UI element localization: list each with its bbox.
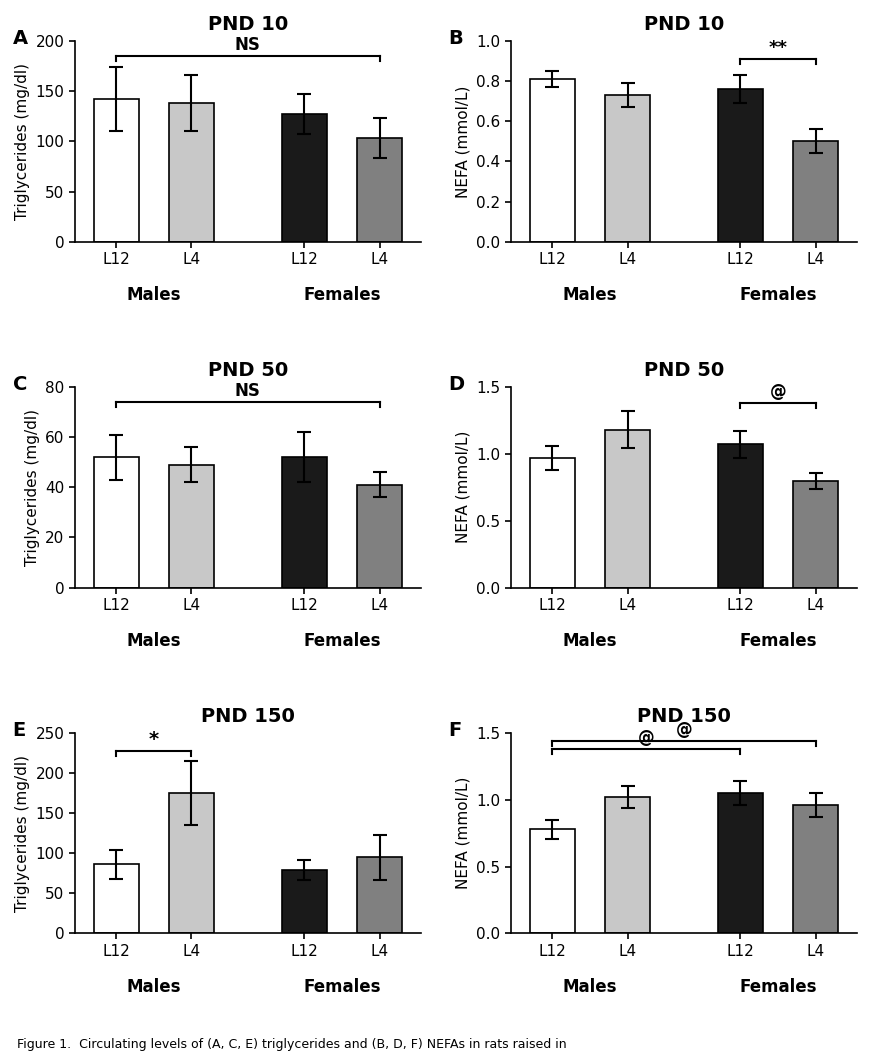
Text: Males: Males [562,978,617,996]
Bar [357,138,402,242]
Bar [529,79,575,242]
Bar [93,865,139,934]
Text: Females: Females [739,631,817,649]
Bar [282,457,327,587]
Y-axis label: NEFA (mmol/L): NEFA (mmol/L) [456,431,471,544]
Bar [357,857,402,934]
Title: PND 10: PND 10 [208,15,288,34]
Bar [282,870,327,934]
Text: Females: Females [303,631,381,649]
Text: Females: Females [303,978,381,996]
Text: @: @ [638,729,655,747]
Bar [605,797,651,934]
Bar [357,485,402,587]
Text: A: A [12,30,28,49]
Text: B: B [448,30,463,49]
Text: D: D [448,375,465,394]
Y-axis label: Triglycerides (mg/dl): Triglycerides (mg/dl) [15,755,30,911]
Y-axis label: Triglycerides (mg/dl): Triglycerides (mg/dl) [15,63,30,220]
Bar [169,465,214,587]
Bar [93,99,139,242]
Text: E: E [12,721,26,740]
Text: F: F [448,721,462,740]
Text: Males: Males [562,286,617,304]
Text: NS: NS [235,382,261,400]
Bar [282,114,327,242]
Y-axis label: NEFA (mmol/L): NEFA (mmol/L) [456,86,471,197]
Title: PND 150: PND 150 [637,706,731,725]
Text: Females: Females [303,286,381,304]
Y-axis label: Triglycerides (mg/dl): Triglycerides (mg/dl) [24,409,39,566]
Text: Males: Males [126,978,181,996]
Bar [718,445,763,587]
Bar [793,805,838,934]
Bar [169,793,214,934]
Bar [605,95,651,242]
Bar [169,103,214,242]
Text: **: ** [768,39,787,57]
Bar [718,793,763,934]
Text: Males: Males [126,631,181,649]
Title: PND 50: PND 50 [208,361,288,380]
Bar [529,829,575,934]
Bar [793,480,838,587]
Text: *: * [149,730,159,749]
Bar [605,430,651,587]
Y-axis label: NEFA (mmol/L): NEFA (mmol/L) [456,777,471,889]
Bar [793,142,838,242]
Text: @: @ [676,721,692,739]
Text: NS: NS [235,36,261,54]
Text: Females: Females [739,978,817,996]
Bar [529,458,575,587]
Title: PND 10: PND 10 [644,15,724,34]
Text: @: @ [770,383,787,401]
Bar [718,90,763,242]
Text: C: C [12,375,27,394]
Bar [93,457,139,587]
Text: Females: Females [739,286,817,304]
Title: PND 150: PND 150 [201,706,295,725]
Text: Males: Males [126,286,181,304]
Text: Figure 1.  Circulating levels of (A, C, E) triglycerides and (B, D, F) NEFAs in : Figure 1. Circulating levels of (A, C, E… [17,1038,567,1051]
Text: Males: Males [562,631,617,649]
Title: PND 50: PND 50 [644,361,724,380]
